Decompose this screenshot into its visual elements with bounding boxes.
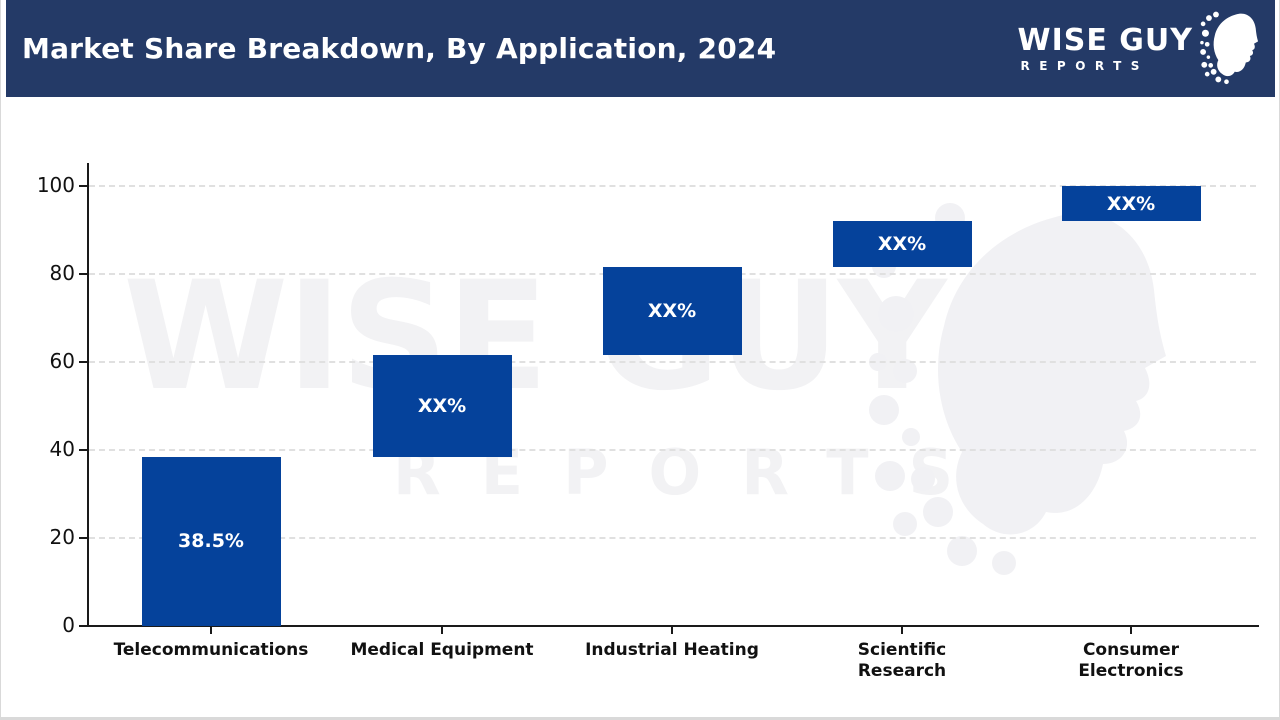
x-tick-telecommunications [210, 627, 212, 634]
x-category-label-consumer-electronics: Consumer Electronics [1078, 640, 1184, 682]
y-tick-20 [79, 537, 87, 539]
y-tick-label-60: 60 [49, 349, 75, 373]
gridline-y40 [89, 449, 1256, 451]
y-tick-80 [79, 273, 87, 275]
bar-industrial-heating: XX% [602, 267, 742, 356]
bar-value-label-industrial-heating: XX% [647, 300, 697, 323]
y-tick-60 [79, 361, 87, 363]
logo-wordmark: WISE GUY [1017, 22, 1193, 58]
bar-value-label-medical-equipment: XX% [417, 394, 467, 417]
watermark-wordmark: WISE GUY [123, 250, 947, 424]
y-tick-0 [79, 625, 87, 627]
x-category-label-telecommunications: Telecommunications [113, 640, 309, 660]
y-tick-label-40: 40 [49, 437, 75, 461]
y-tick-100 [79, 185, 87, 187]
y-tick-40 [79, 449, 87, 451]
bar-value-label-telecommunications: 38.5% [178, 530, 244, 553]
x-category-label-scientific-research: Scientific Research [857, 640, 947, 682]
bar-value-label-scientific-research: XX% [877, 233, 927, 256]
gridline-y100 [89, 185, 1256, 187]
bar-telecommunications: 38.5% [141, 456, 281, 626]
bar-consumer-electronics: XX% [1061, 186, 1201, 222]
y-tick-label-0: 0 [62, 613, 75, 637]
x-tick-scientific-research [901, 627, 903, 634]
x-tick-consumer-electronics [1130, 627, 1132, 634]
y-axis-line [87, 163, 89, 627]
x-tick-industrial-heating [671, 627, 673, 634]
y-tick-label-100: 100 [36, 173, 75, 197]
x-category-label-medical-equipment: Medical Equipment [350, 640, 534, 660]
y-tick-label-20: 20 [49, 525, 75, 549]
y-tick-label-80: 80 [49, 261, 75, 285]
bar-scientific-research: XX% [832, 221, 972, 268]
x-tick-medical-equipment [441, 627, 443, 634]
bar-value-label-consumer-electronics: XX% [1106, 192, 1156, 215]
logo-text: WISE GUY REPORTS [1017, 22, 1193, 73]
gridline-y60 [89, 361, 1256, 363]
header-bar: Market Share Breakdown, By Application, … [6, 0, 1275, 97]
x-axis-line [87, 625, 1259, 627]
logo-subtitle: REPORTS [1020, 58, 1149, 73]
chart-title: Market Share Breakdown, By Application, … [22, 32, 777, 65]
wise-guy-reports-logo: WISE GUY REPORTS [1017, 11, 1275, 87]
gridline-y20 [89, 537, 1256, 539]
x-category-label-industrial-heating: Industrial Heating [585, 640, 759, 660]
logo-head-profile-icon [1200, 11, 1259, 84]
bar-medical-equipment: XX% [372, 355, 512, 457]
